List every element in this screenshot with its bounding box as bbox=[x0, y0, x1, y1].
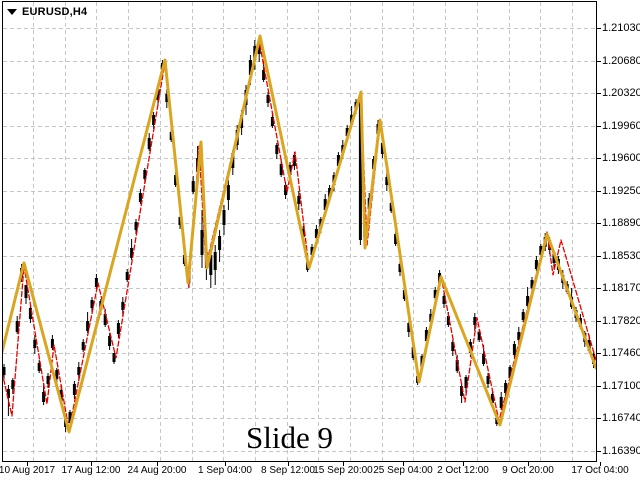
candlestick-series bbox=[2, 38, 596, 432]
time-axis-label: 2 Oct 12:00 bbox=[437, 465, 489, 476]
time-axis-label: 9 Oct 20:00 bbox=[502, 465, 554, 476]
time-axis-label: 17 Aug 12:00 bbox=[61, 465, 121, 476]
time-axis-label: 15 Sep 20:00 bbox=[313, 465, 373, 476]
time-axis-label: 17 Oct 04:00 bbox=[571, 465, 629, 476]
symbol-dropdown[interactable]: EURUSD,H4 bbox=[7, 5, 87, 19]
price-axis-label: 1.20320 bbox=[602, 87, 640, 99]
price-axis-label: 1.18170 bbox=[602, 282, 640, 294]
price-axis-label: 1.20680 bbox=[602, 54, 640, 67]
price-axis-label: 1.16390 bbox=[602, 444, 640, 457]
price-axis[interactable]: 1.21030 1.20680 1.20320 1.19960 1.19600 1.192… bbox=[597, 0, 640, 462]
price-axis-label: 1.17460 bbox=[602, 347, 640, 359]
zigzag-fast-line bbox=[2, 39, 597, 431]
time-axis-label: 8 Sep 12:00 bbox=[261, 465, 315, 476]
price-axis-label: 1.18890 bbox=[602, 217, 640, 229]
price-axis-label: 1.19960 bbox=[602, 119, 640, 132]
slide-caption: Slide 9 bbox=[246, 420, 333, 455]
symbol-text: EURUSD,H4 bbox=[22, 6, 88, 18]
price-axis-label: 1.17100 bbox=[602, 379, 640, 392]
price-axis-label: 1.19600 bbox=[602, 152, 640, 164]
price-axis-label: 1.16740 bbox=[602, 412, 640, 424]
price-axis-label: 1.21030 bbox=[602, 22, 640, 34]
plot-frame bbox=[2, 1, 597, 462]
time-axis-label: 1 Sep 04:00 bbox=[198, 465, 252, 476]
time-axis-label: 24 Aug 20:00 bbox=[127, 465, 187, 476]
zigzag-slow-line bbox=[2, 34, 597, 434]
dropdown-triangle-icon[interactable] bbox=[7, 9, 17, 15]
time-axis-label: 25 Sep 04:00 bbox=[373, 465, 433, 476]
price-axis-label: 1.19250 bbox=[602, 184, 640, 197]
time-axis-label: 10 Aug 2017 bbox=[0, 465, 56, 476]
price-axis-label: 1.18530 bbox=[602, 249, 640, 262]
time-axis[interactable]: 10 Aug 2017 17 Aug 12:00 24 Aug 20:00 1 Sep… bbox=[0, 462, 640, 480]
axis-ticks bbox=[27, 28, 601, 466]
price-axis-label: 1.17820 bbox=[602, 314, 640, 327]
